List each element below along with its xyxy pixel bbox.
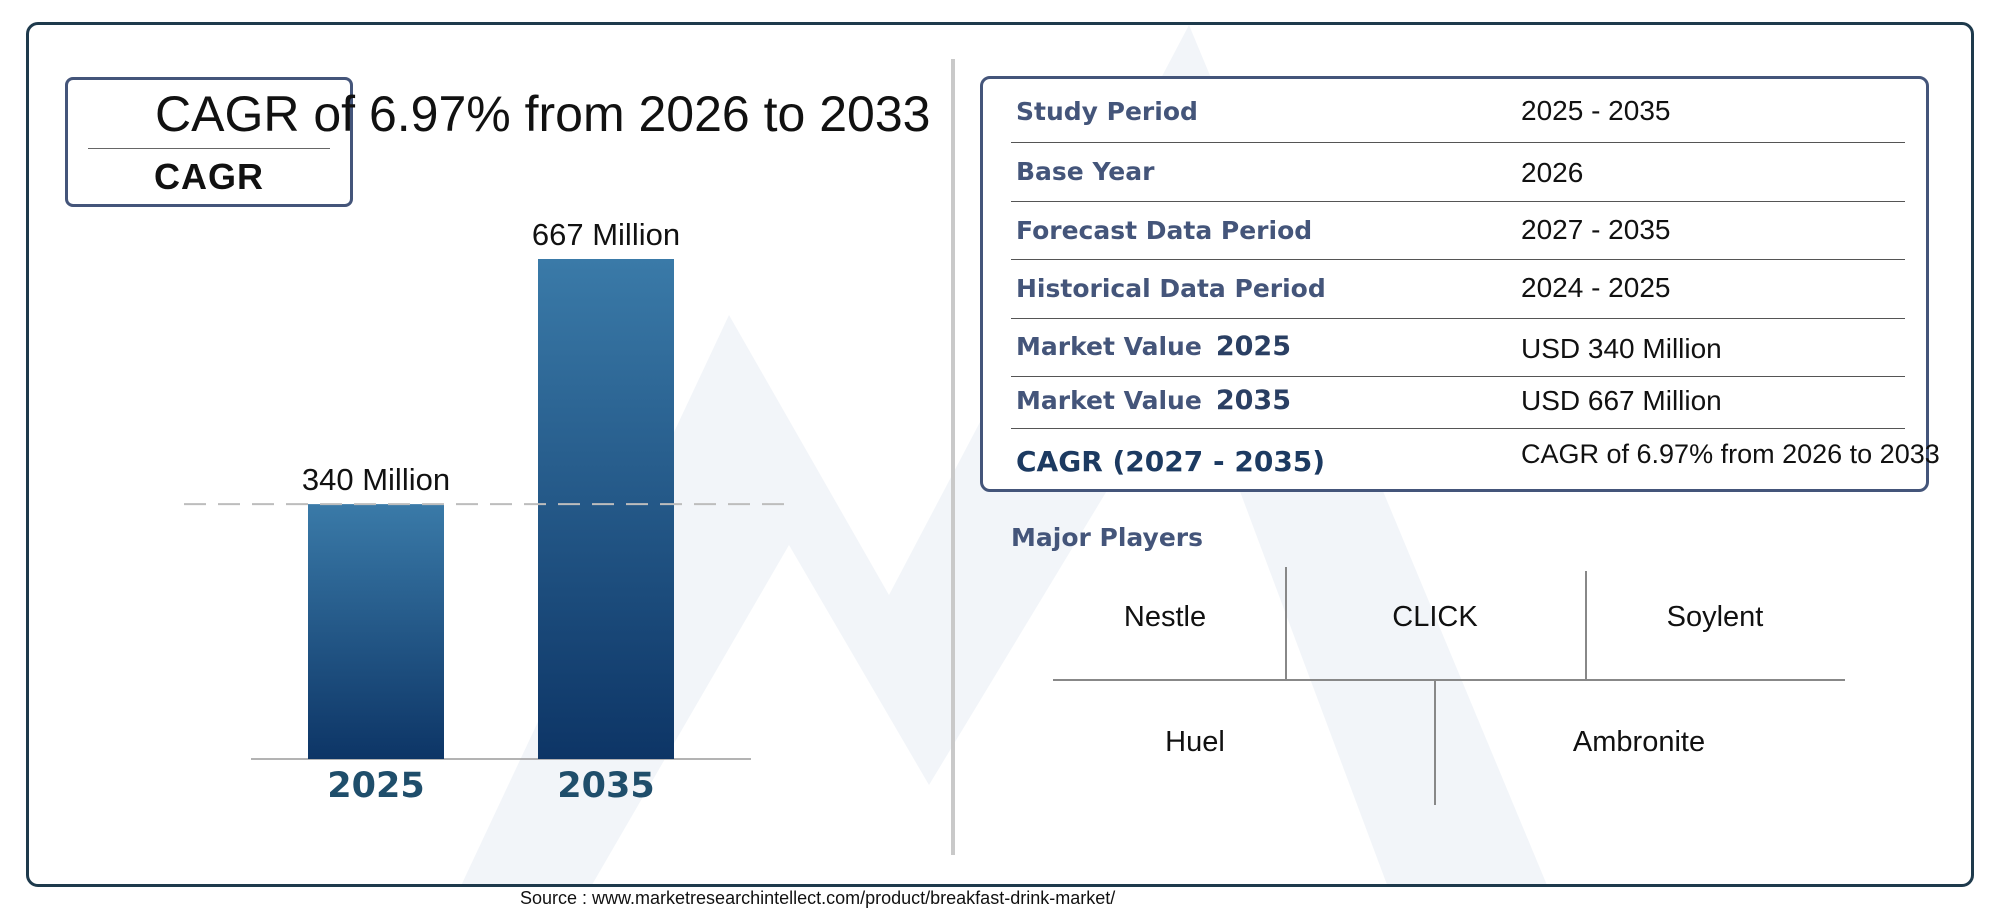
market-info-table: Study Period 2025 - 2035 Base Year 2026 … bbox=[980, 76, 1940, 492]
tick-label-2035: 2035 bbox=[557, 766, 654, 806]
player-huel: Huel bbox=[1165, 726, 1225, 758]
players-divider bbox=[1053, 679, 1845, 681]
bar-2025 bbox=[308, 504, 444, 759]
cagr-box: CAGR bbox=[65, 77, 353, 207]
infographic-frame: 340 Million 2025 667 Million 2035 CAGR CAGR… bbox=[26, 22, 1974, 887]
info-label-text: Market Value bbox=[1016, 332, 1202, 361]
info-row-market-value-2025: Market Value 2025 USD 340 Million bbox=[1011, 319, 1905, 377]
source-note: Source : www.marketresearchintellect.com… bbox=[520, 888, 1116, 908]
info-value: CAGR of 6.97% from 2026 to 2033 bbox=[1521, 439, 1940, 469]
info-label: CAGR (2027 - 2035) bbox=[1016, 445, 1326, 478]
column-divider bbox=[951, 59, 955, 855]
info-label: Market Value 2035 bbox=[1016, 385, 1291, 416]
info-label: Historical Data Period bbox=[1016, 274, 1326, 303]
info-value: 2024 - 2025 bbox=[1521, 272, 1671, 303]
player-click: CLICK bbox=[1392, 601, 1478, 633]
info-label: Base Year bbox=[1016, 157, 1155, 186]
player-ambronite: Ambronite bbox=[1572, 726, 1706, 758]
players-divider bbox=[1285, 567, 1287, 679]
info-value: USD 667 Million bbox=[1521, 385, 1722, 416]
info-row-market-value-2035: Market Value 2035 USD 667 Million bbox=[1011, 377, 1905, 429]
players-divider bbox=[1585, 571, 1587, 679]
player-nestle: Nestle bbox=[1123, 601, 1207, 633]
tick-label-2025: 2025 bbox=[327, 766, 424, 806]
info-label: Forecast Data Period bbox=[1016, 216, 1313, 245]
info-value: 2026 bbox=[1521, 157, 1584, 188]
info-value: USD 340 Million bbox=[1521, 333, 1722, 364]
cagr-headline: CAGR of 6.97% from 2026 to 2033 bbox=[155, 86, 931, 142]
data-label-2035: 667 Million bbox=[532, 217, 680, 252]
player-soylent: Soylent bbox=[1666, 601, 1764, 633]
bar-chart: 340 Million 2025 667 Million 2035 bbox=[184, 217, 791, 806]
data-label-2025: 340 Million bbox=[302, 462, 450, 497]
bar-2035 bbox=[538, 259, 674, 759]
info-label-text: Market Value bbox=[1016, 386, 1202, 415]
info-label: Market Value 2025 bbox=[1016, 331, 1291, 362]
info-label-year: 2035 bbox=[1215, 385, 1291, 416]
info-row-forecast-period: Forecast Data Period 2027 - 2035 bbox=[1011, 202, 1905, 260]
info-row-historical-period: Historical Data Period 2024 - 2025 bbox=[1011, 260, 1905, 319]
info-row-base-year: Base Year 2026 bbox=[1011, 143, 1905, 202]
players-divider bbox=[1434, 679, 1436, 805]
info-row-cagr: CAGR (2027 - 2035) CAGR of 6.97% from 20… bbox=[1011, 429, 1940, 489]
cagr-box-rule bbox=[88, 148, 330, 149]
cagr-box-label: CAGR bbox=[154, 156, 264, 197]
major-players-title: Major Players bbox=[1011, 523, 1203, 552]
info-label-year: 2025 bbox=[1215, 331, 1291, 362]
info-label: Study Period bbox=[1016, 97, 1198, 126]
info-row-study-period: Study Period 2025 - 2035 bbox=[1011, 79, 1905, 143]
info-value: 2025 - 2035 bbox=[1521, 95, 1671, 126]
info-value: 2027 - 2035 bbox=[1521, 214, 1671, 245]
